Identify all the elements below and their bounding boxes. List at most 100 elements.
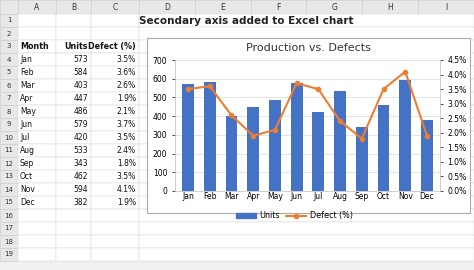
Text: 343: 343 — [73, 159, 88, 168]
Text: 17: 17 — [4, 225, 13, 231]
Text: 3.7%: 3.7% — [117, 120, 136, 129]
Bar — [356, 127, 368, 191]
Bar — [56, 131, 91, 144]
Bar — [18, 131, 56, 144]
Text: Units: Units — [64, 42, 88, 51]
Bar — [307, 0, 362, 14]
Text: 4: 4 — [7, 56, 11, 62]
Bar — [91, 14, 139, 27]
Text: 16: 16 — [4, 212, 13, 218]
Bar — [147, 38, 470, 213]
Bar — [139, 248, 474, 261]
Bar — [226, 116, 237, 191]
Bar — [56, 66, 91, 79]
Bar — [139, 235, 474, 248]
Text: 3.6%: 3.6% — [117, 68, 136, 77]
Bar — [139, 79, 474, 92]
Bar — [18, 209, 56, 222]
Text: 2.4%: 2.4% — [117, 146, 136, 155]
Text: 403: 403 — [73, 81, 88, 90]
Bar — [91, 144, 139, 157]
Bar — [0, 66, 18, 79]
Bar — [56, 27, 91, 40]
Bar — [139, 27, 474, 40]
Bar — [0, 157, 18, 170]
Bar — [0, 53, 18, 66]
Bar — [56, 222, 91, 235]
Bar — [251, 0, 307, 14]
Bar — [182, 84, 194, 191]
Text: Nov: Nov — [20, 185, 35, 194]
Text: Apr: Apr — [20, 94, 33, 103]
Text: 579: 579 — [73, 120, 88, 129]
Text: 1.9%: 1.9% — [117, 94, 136, 103]
Bar — [378, 104, 390, 191]
Bar — [56, 144, 91, 157]
Text: 5: 5 — [7, 69, 11, 76]
Text: Feb: Feb — [20, 68, 34, 77]
Text: 6: 6 — [7, 83, 11, 89]
Text: 11: 11 — [4, 147, 13, 154]
Text: 2.6%: 2.6% — [117, 81, 136, 90]
Bar — [91, 92, 139, 105]
Bar — [18, 105, 56, 118]
Bar — [18, 27, 56, 40]
Bar — [56, 235, 91, 248]
Bar — [91, 248, 139, 261]
Bar — [139, 14, 474, 27]
Bar — [0, 222, 18, 235]
Bar — [56, 248, 91, 261]
Bar — [0, 105, 18, 118]
Bar — [18, 144, 56, 157]
Bar — [139, 209, 474, 222]
Text: 3.5%: 3.5% — [117, 172, 136, 181]
Bar — [0, 79, 18, 92]
Bar — [91, 157, 139, 170]
Text: Jul: Jul — [20, 133, 29, 142]
Text: 3: 3 — [7, 43, 11, 49]
Bar — [139, 170, 474, 183]
Bar — [399, 80, 411, 191]
Text: 15: 15 — [5, 200, 13, 205]
Bar — [139, 40, 474, 53]
Bar — [91, 235, 139, 248]
Text: Mar: Mar — [20, 81, 35, 90]
Bar — [312, 112, 324, 191]
Bar — [56, 157, 91, 170]
Bar — [18, 118, 56, 131]
Bar — [56, 40, 91, 53]
Bar — [139, 118, 474, 131]
Bar — [91, 170, 139, 183]
Bar — [56, 209, 91, 222]
Text: Oct: Oct — [20, 172, 33, 181]
Text: 462: 462 — [73, 172, 88, 181]
Bar — [139, 92, 474, 105]
Bar — [91, 118, 139, 131]
Bar — [204, 82, 216, 191]
Bar — [91, 53, 139, 66]
Bar — [91, 131, 139, 144]
Text: I: I — [445, 2, 447, 12]
Text: 447: 447 — [73, 94, 88, 103]
Bar — [18, 157, 56, 170]
Text: E: E — [220, 2, 225, 12]
Bar — [139, 183, 474, 196]
Bar — [139, 157, 474, 170]
Bar — [18, 170, 56, 183]
Bar — [18, 66, 56, 79]
Bar — [0, 196, 18, 209]
Text: Aug: Aug — [20, 146, 35, 155]
Bar — [139, 144, 474, 157]
Text: 533: 533 — [73, 146, 88, 155]
Bar — [56, 170, 91, 183]
Bar — [0, 235, 18, 248]
Text: A: A — [35, 2, 40, 12]
Bar — [421, 120, 433, 191]
Bar — [91, 183, 139, 196]
Bar — [139, 0, 195, 14]
Text: G: G — [331, 2, 337, 12]
Bar — [56, 105, 91, 118]
Bar — [18, 79, 56, 92]
Text: Month: Month — [20, 42, 49, 51]
Text: Production vs. Defects: Production vs. Defects — [246, 43, 371, 53]
